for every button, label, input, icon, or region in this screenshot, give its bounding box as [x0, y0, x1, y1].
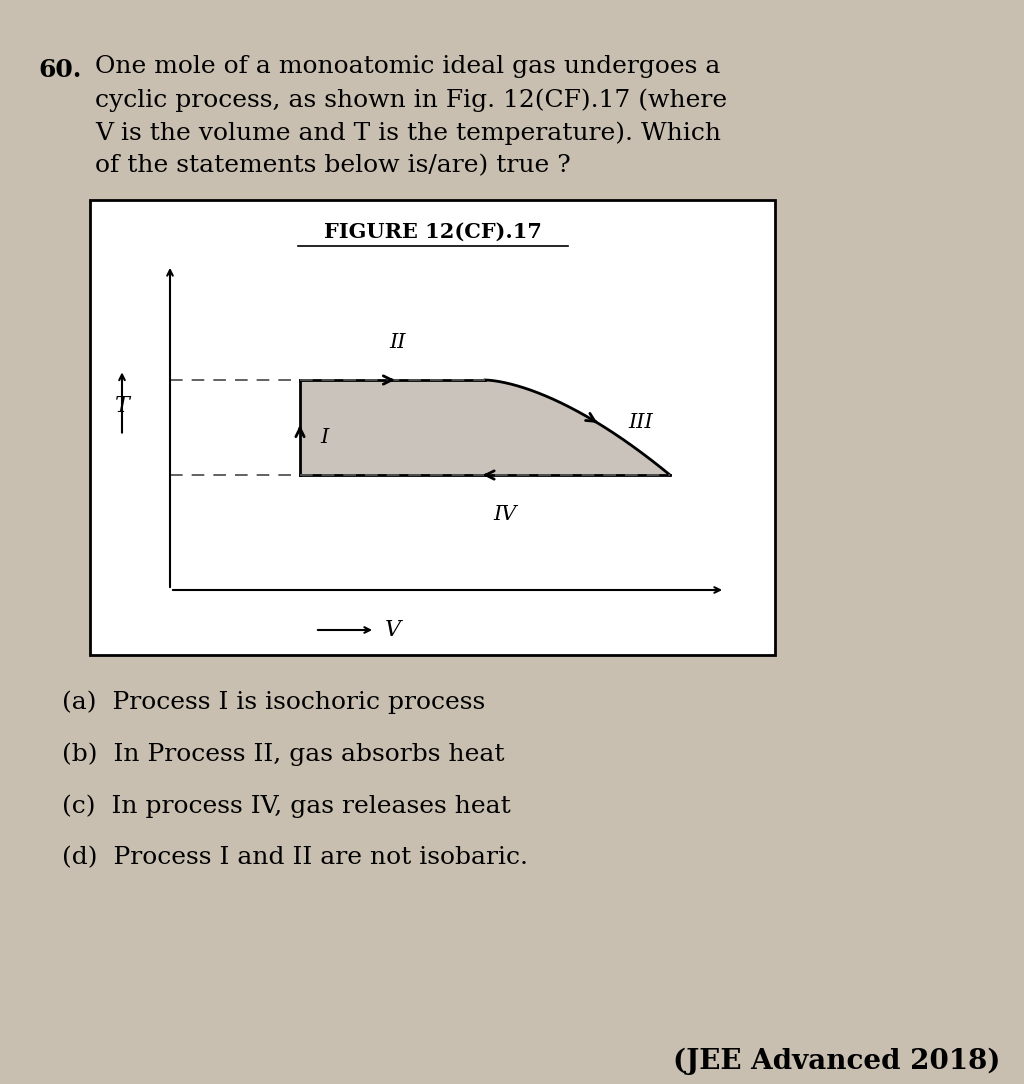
Text: (b)  In Process II, gas absorbs heat: (b) In Process II, gas absorbs heat: [62, 743, 505, 765]
Text: of the statements below is/are) true ?: of the statements below is/are) true ?: [95, 154, 570, 177]
Text: (d)  Process I and II are not isobaric.: (d) Process I and II are not isobaric.: [62, 846, 528, 869]
Text: cyclic process, as shown in Fig. 12(CF).17 (where: cyclic process, as shown in Fig. 12(CF).…: [95, 88, 727, 112]
Text: 60.: 60.: [38, 59, 81, 82]
Bar: [90, 201, 775, 655]
Text: (c)  In process IV, gas releases heat: (c) In process IV, gas releases heat: [62, 793, 511, 817]
Text: III: III: [629, 413, 653, 431]
Text: (JEE Advanced 2018): (JEE Advanced 2018): [673, 1048, 1000, 1075]
Text: V: V: [385, 619, 401, 641]
Text: T: T: [115, 395, 129, 416]
Text: I: I: [319, 428, 329, 447]
Polygon shape: [300, 380, 670, 475]
Text: (a)  Process I is isochoric process: (a) Process I is isochoric process: [62, 691, 485, 713]
Text: FIGURE 12(CF).17: FIGURE 12(CF).17: [324, 222, 542, 242]
Text: One mole of a monoatomic ideal gas undergoes a: One mole of a monoatomic ideal gas under…: [95, 55, 720, 78]
Text: V is the volume and T is the temperature). Which: V is the volume and T is the temperature…: [95, 121, 721, 144]
Text: IV: IV: [494, 505, 517, 524]
Text: II: II: [389, 333, 406, 352]
